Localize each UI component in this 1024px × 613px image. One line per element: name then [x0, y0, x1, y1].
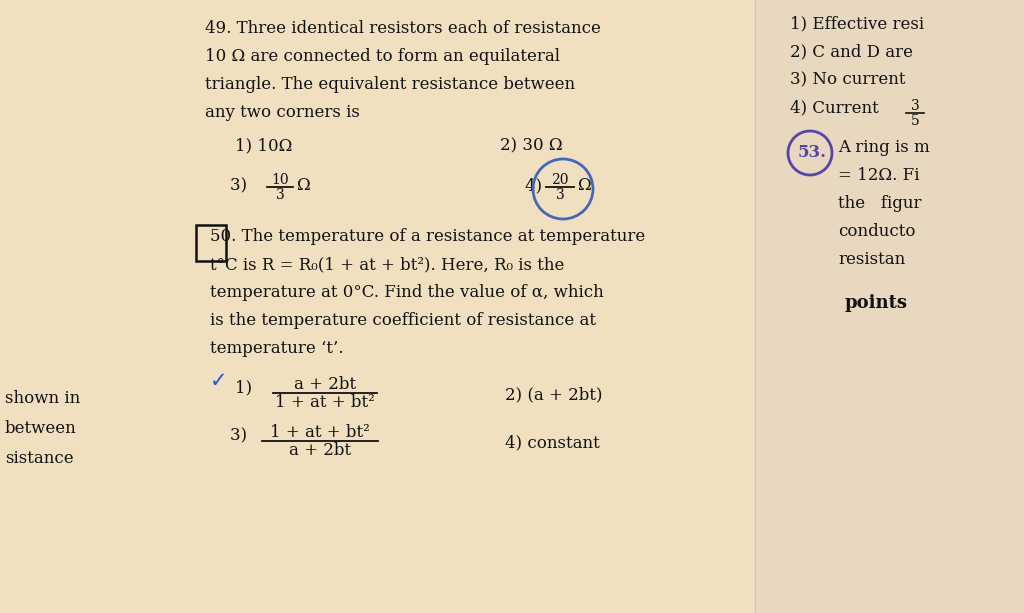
Text: any two corners is: any two corners is: [205, 104, 359, 121]
Text: temperature at 0°C. Find the value of α, which: temperature at 0°C. Find the value of α,…: [210, 284, 604, 301]
Text: 49. Three identical resistors each of resistance: 49. Three identical resistors each of re…: [205, 20, 601, 37]
Text: is the temperature coefficient of resistance at: is the temperature coefficient of resist…: [210, 312, 596, 329]
Text: 3: 3: [556, 188, 564, 202]
Text: 1) Effective resi: 1) Effective resi: [790, 15, 924, 32]
Text: resistan: resistan: [838, 251, 905, 268]
Text: ✓: ✓: [210, 371, 227, 391]
Text: t°C is R = R₀(1 + at + bt²). Here, R₀ is the: t°C is R = R₀(1 + at + bt²). Here, R₀ is…: [210, 256, 564, 273]
Text: 2) (a + 2bt): 2) (a + 2bt): [505, 386, 602, 403]
Text: 3): 3): [230, 427, 252, 444]
Text: triangle. The equivalent resistance between: triangle. The equivalent resistance betw…: [205, 76, 575, 93]
Text: 10 Ω are connected to form an equilateral: 10 Ω are connected to form an equilatera…: [205, 48, 560, 65]
Text: A ring is m: A ring is m: [838, 139, 930, 156]
Text: shown in: shown in: [5, 390, 80, 407]
Text: 4) constant: 4) constant: [505, 434, 600, 451]
FancyBboxPatch shape: [755, 0, 1024, 613]
Text: 3): 3): [230, 177, 252, 194]
Text: 20: 20: [551, 173, 568, 187]
Text: a + 2bt: a + 2bt: [289, 442, 351, 459]
Text: 2) 30 Ω: 2) 30 Ω: [500, 137, 562, 154]
Text: 10: 10: [271, 173, 289, 187]
Text: 4): 4): [525, 177, 548, 194]
Text: temperature ‘t’.: temperature ‘t’.: [210, 340, 344, 357]
Text: between: between: [5, 420, 77, 437]
Text: 3: 3: [910, 99, 920, 113]
Text: 2) C and D are: 2) C and D are: [790, 43, 913, 60]
Text: 53.: 53.: [798, 144, 827, 161]
Text: 1 + at + bt²: 1 + at + bt²: [275, 394, 375, 411]
Text: 1) 10Ω: 1) 10Ω: [234, 137, 293, 154]
Text: 1 + at + bt²: 1 + at + bt²: [270, 424, 370, 441]
Text: the   figur: the figur: [838, 195, 922, 212]
Text: 50. The temperature of a resistance at temperature: 50. The temperature of a resistance at t…: [210, 228, 645, 245]
Text: 3: 3: [275, 188, 285, 202]
Text: a + 2bt: a + 2bt: [294, 376, 356, 393]
Text: 1): 1): [234, 379, 257, 396]
Text: = 12Ω. Fi: = 12Ω. Fi: [838, 167, 920, 184]
Text: 3) No current: 3) No current: [790, 71, 905, 88]
Text: Ω: Ω: [297, 177, 310, 194]
Text: points: points: [845, 294, 908, 312]
Text: sistance: sistance: [5, 450, 74, 467]
Text: 4) Current: 4) Current: [790, 99, 884, 116]
Text: Ω: Ω: [578, 177, 592, 194]
Text: conducto: conducto: [838, 223, 915, 240]
Text: 5: 5: [910, 114, 920, 128]
